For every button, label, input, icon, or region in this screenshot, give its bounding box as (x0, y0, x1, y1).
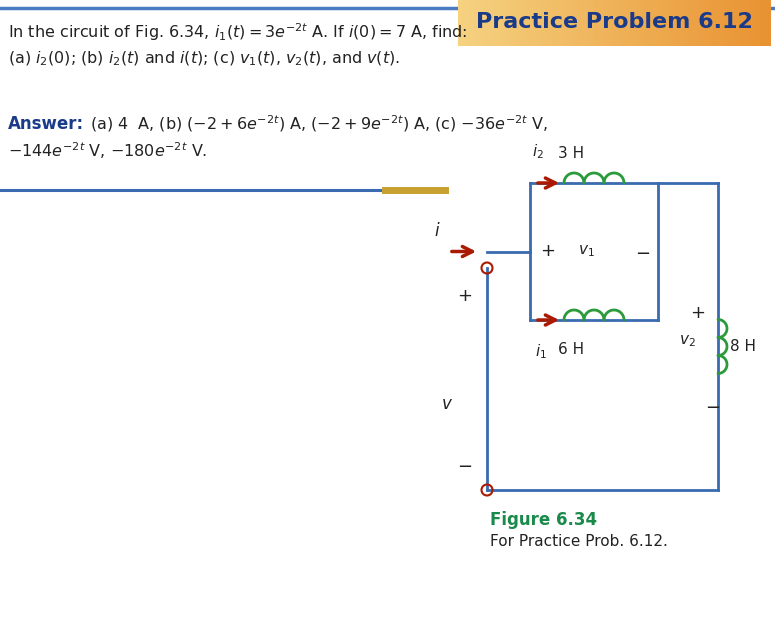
Bar (458, 0, 464, 46)
Bar (708, 0, 714, 46)
Text: $-$: $-$ (636, 242, 650, 260)
Text: (a) 4  A, (b) $(-2 + 6e^{-2t})$ A, $(-2 + 9e^{-2t})$ A, (c) $-36e^{-2t}$ V,: (a) 4 A, (b) $(-2 + 6e^{-2t})$ A, $(-2 +… (90, 114, 548, 135)
Bar (484, 0, 491, 46)
Text: $-$: $-$ (457, 456, 473, 474)
Bar (614, 0, 620, 46)
Bar (573, 0, 579, 46)
Text: $i$: $i$ (434, 221, 440, 239)
Bar (723, 0, 729, 46)
Bar (541, 0, 547, 46)
Bar (677, 0, 683, 46)
Text: Answer:: Answer: (8, 115, 84, 133)
Text: In the circuit of Fig. 6.34, $i_1(t) = 3e^{-2t}$ A. If $i(0) = 7$ A, find:: In the circuit of Fig. 6.34, $i_1(t) = 3… (8, 21, 467, 43)
Bar (598, 0, 605, 46)
Bar (609, 0, 615, 46)
Text: +: + (457, 287, 473, 305)
Bar (650, 0, 656, 46)
Bar (577, 0, 584, 46)
Bar (760, 0, 766, 46)
Text: Practice Problem 6.12: Practice Problem 6.12 (476, 12, 753, 32)
Bar (671, 0, 677, 46)
Bar (536, 0, 542, 46)
Bar (505, 0, 511, 46)
Bar (728, 0, 735, 46)
Bar (567, 0, 574, 46)
Text: (a) $i_2(0)$; (b) $i_2(t)$ and $i(t)$; (c) $v_1(t)$, $v_2(t)$, and $v(t)$.: (a) $i_2(0)$; (b) $i_2(t)$ and $i(t)$; (… (8, 50, 400, 68)
Text: $-144e^{-2t}$ V, $-180e^{-2t}$ V.: $-144e^{-2t}$ V, $-180e^{-2t}$ V. (8, 140, 208, 161)
Bar (635, 0, 641, 46)
Bar (739, 0, 745, 46)
Bar (661, 0, 667, 46)
Bar (593, 0, 599, 46)
Bar (463, 0, 470, 46)
Bar (525, 0, 532, 46)
Text: +: + (691, 304, 705, 322)
Bar (546, 0, 553, 46)
Bar (494, 0, 501, 46)
Text: $v_2$: $v_2$ (680, 334, 696, 350)
Bar (765, 0, 771, 46)
Bar (556, 0, 563, 46)
Bar (619, 0, 625, 46)
Text: 6 H: 6 H (558, 342, 584, 357)
Bar (489, 0, 495, 46)
Text: For Practice Prob. 6.12.: For Practice Prob. 6.12. (490, 535, 668, 549)
Bar (552, 0, 558, 46)
Text: +: + (540, 242, 556, 260)
Bar (468, 0, 474, 46)
Text: Figure 6.34: Figure 6.34 (490, 511, 597, 529)
Text: $v_1$: $v_1$ (578, 244, 594, 260)
Text: 3 H: 3 H (558, 146, 584, 161)
Bar (515, 0, 522, 46)
Bar (744, 0, 750, 46)
Bar (646, 0, 652, 46)
Bar (479, 0, 485, 46)
Bar (698, 0, 704, 46)
Bar (562, 0, 568, 46)
Bar (604, 0, 610, 46)
Text: $i_1$: $i_1$ (535, 342, 547, 360)
Bar (520, 0, 526, 46)
Bar (666, 0, 672, 46)
Text: $i_2$: $i_2$ (532, 142, 544, 161)
Bar (640, 0, 646, 46)
Text: 8 H: 8 H (730, 339, 756, 354)
Bar (754, 0, 760, 46)
Bar (583, 0, 589, 46)
Bar (500, 0, 506, 46)
Text: $-$: $-$ (705, 397, 721, 415)
Bar (718, 0, 724, 46)
Bar (734, 0, 740, 46)
Bar (692, 0, 698, 46)
Bar (588, 0, 594, 46)
Bar (702, 0, 708, 46)
Text: $v$: $v$ (441, 395, 453, 413)
Bar (531, 0, 537, 46)
Bar (656, 0, 662, 46)
Bar (625, 0, 631, 46)
Bar (510, 0, 516, 46)
Bar (713, 0, 719, 46)
Bar (474, 0, 480, 46)
Bar (629, 0, 636, 46)
Bar (687, 0, 693, 46)
Bar (749, 0, 756, 46)
Bar (681, 0, 687, 46)
